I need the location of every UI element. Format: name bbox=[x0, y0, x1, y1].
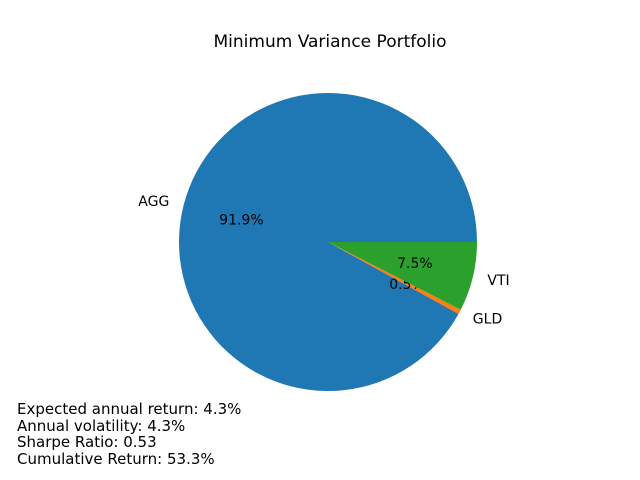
pie-slice-gld bbox=[328, 242, 461, 314]
stats-block: Expected annual return: 4.3% Annual vola… bbox=[17, 401, 241, 467]
stat-line-sharpe-ratio: Sharpe Ratio: 0.53 bbox=[17, 433, 157, 451]
stat-line-expected-return: Expected annual return: 4.3% bbox=[17, 400, 242, 418]
pie-slice-agg bbox=[178, 92, 477, 391]
pie-slice-vti bbox=[328, 242, 477, 310]
stat-line-annual-volatility: Annual volatility: 4.3% bbox=[17, 416, 186, 435]
slice-pct-vti: 7.5% bbox=[397, 256, 433, 272]
slice-pct-agg: 91.9% bbox=[219, 213, 263, 229]
stat-line-cumulative-return: Cumulative Return: 53.3% bbox=[17, 449, 215, 468]
chart-title: Minimum Variance Portfolio bbox=[213, 32, 447, 52]
slice-label-agg: AGG bbox=[138, 194, 169, 210]
slice-label-vti: VTI bbox=[487, 273, 509, 289]
slice-label-gld: GLD bbox=[473, 312, 502, 328]
